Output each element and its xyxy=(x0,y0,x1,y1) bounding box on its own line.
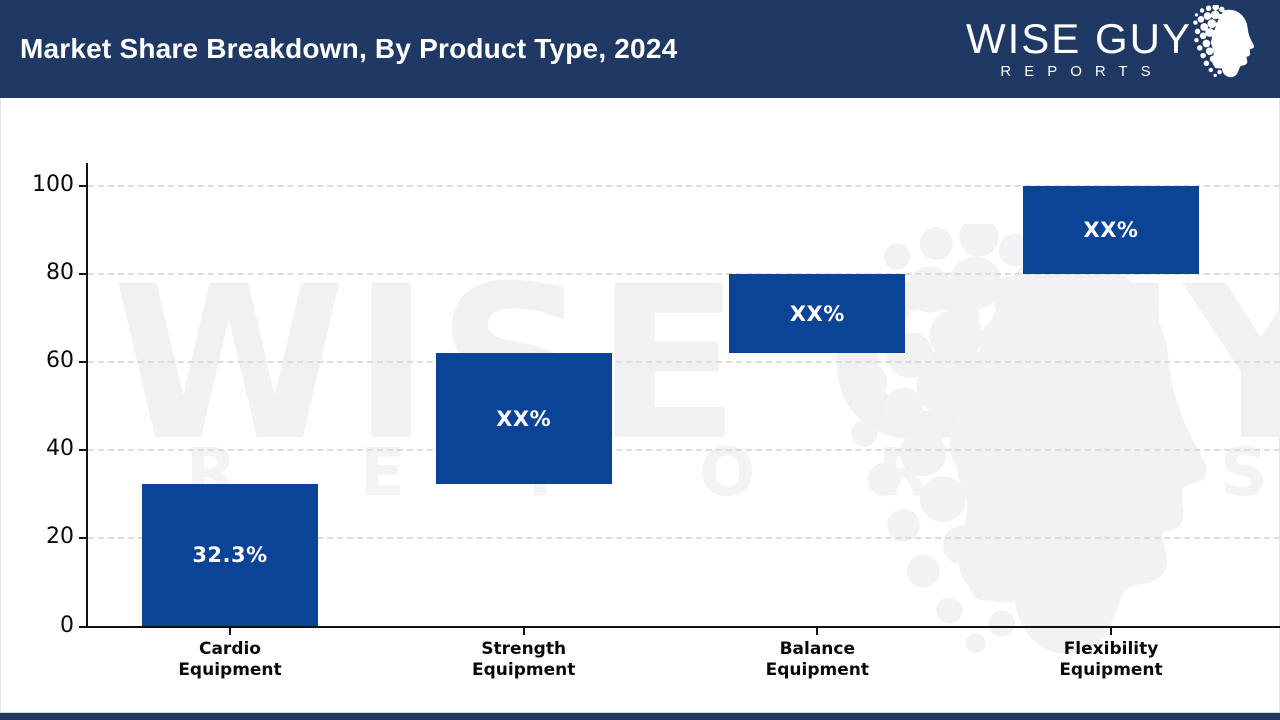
waterfall-bar: XX% xyxy=(435,353,612,485)
header: Market Share Breakdown, By Product Type,… xyxy=(0,0,1280,98)
gridline xyxy=(88,185,1280,187)
x-axis-category-label: Flexibility Equipment xyxy=(1059,639,1163,681)
footer-accent-bar xyxy=(0,713,1280,720)
logo-subtitle: REPORTS xyxy=(1000,63,1164,80)
wise-guy-logo: WISE GUY REPORTS xyxy=(966,5,1280,93)
waterfall-bar: XX% xyxy=(729,274,906,354)
y-axis-tick xyxy=(79,273,86,276)
x-axis-tick xyxy=(229,628,231,635)
y-axis-tick-label: 0 xyxy=(60,612,74,638)
footer-divider xyxy=(0,712,1280,713)
x-axis-category-label: Cardio Equipment xyxy=(178,639,282,681)
dotted-head-icon xyxy=(1193,5,1254,78)
x-axis-category-label: Balance Equipment xyxy=(765,639,869,681)
x-axis-category-label: Strength Equipment xyxy=(472,639,576,681)
logo-wordmark: WISE GUY xyxy=(965,15,1192,62)
y-axis-tick xyxy=(79,185,86,187)
y-axis-tick-label: 20 xyxy=(46,524,74,550)
y-axis-tick xyxy=(79,361,86,364)
y-axis-tick-label: 80 xyxy=(46,260,74,286)
page-title: Market Share Breakdown, By Product Type,… xyxy=(20,33,678,64)
x-axis-tick xyxy=(1110,628,1112,635)
bar-value-label: XX% xyxy=(496,406,552,431)
x-axis-tick xyxy=(816,628,819,635)
bar-value-label: XX% xyxy=(789,301,845,326)
y-axis-tick xyxy=(79,625,86,628)
x-axis-tick xyxy=(522,628,525,635)
logo-text: WISE GUY REPORTS xyxy=(965,15,1192,81)
y-axis-tick-label: 60 xyxy=(46,348,74,374)
bar-value-label: XX% xyxy=(1083,218,1139,243)
y-axis-tick xyxy=(79,537,86,540)
y-axis-tick xyxy=(79,449,86,452)
gridline xyxy=(88,361,1280,364)
x-axis-line xyxy=(86,626,1280,628)
y-axis-line xyxy=(86,163,88,628)
gridline xyxy=(88,449,1280,452)
y-axis-tick-label: 40 xyxy=(46,436,74,462)
gridline xyxy=(88,273,1280,276)
waterfall-bar: 32.3% xyxy=(142,484,318,627)
y-axis-tick-label: 100 xyxy=(32,172,74,197)
gridline xyxy=(88,537,1280,540)
waterfall-bar: XX% xyxy=(1023,186,1199,275)
bar-value-label: 32.3% xyxy=(192,543,268,568)
